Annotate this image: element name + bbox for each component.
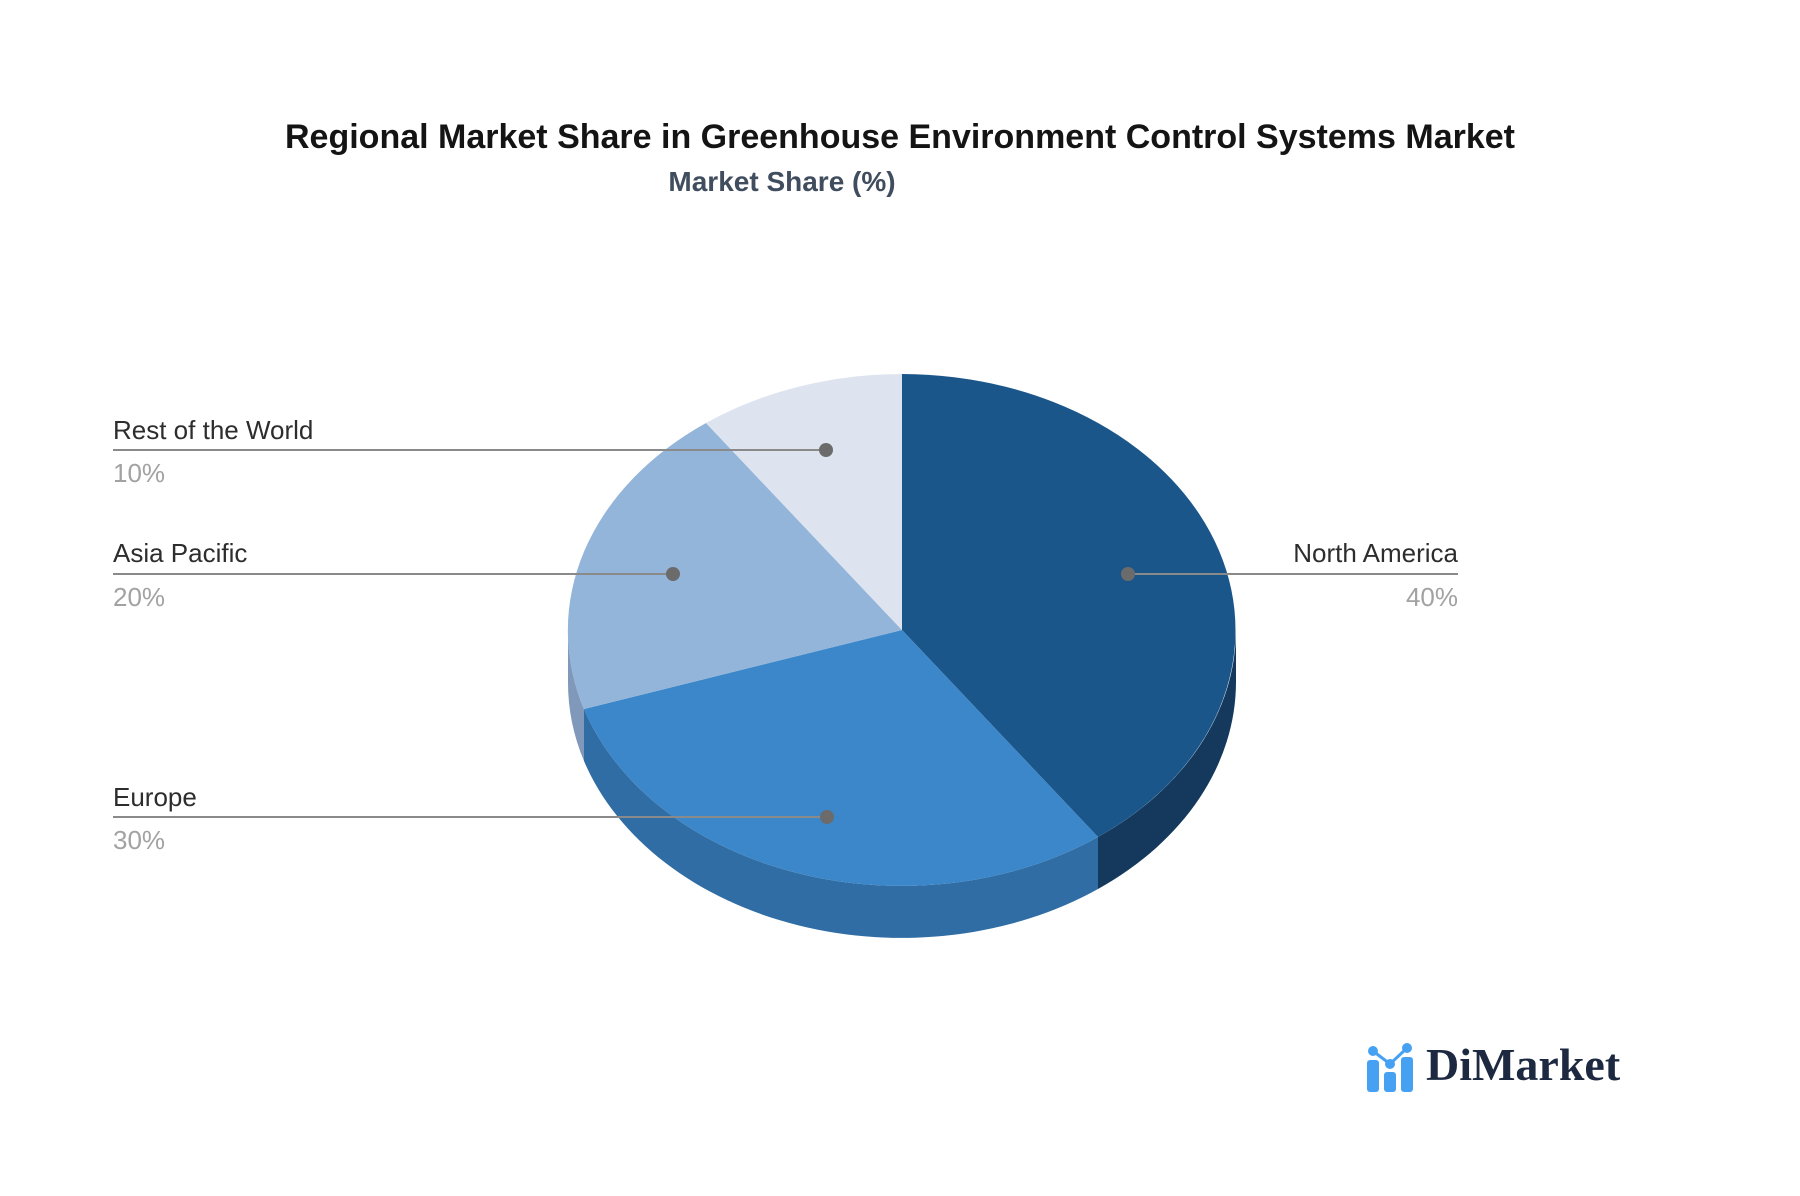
dimarket-logo-text: DiMarket bbox=[1426, 1039, 1621, 1090]
callout-value-asia-pacific: 20% bbox=[113, 582, 166, 612]
pie-rim-asia-pacific bbox=[567, 630, 584, 761]
chart-subtitle: Market Share (%) bbox=[668, 166, 896, 197]
callout-label-europe: Europe bbox=[113, 782, 197, 812]
dimarket-logo-icon bbox=[1367, 1043, 1413, 1092]
pie-slice-asia-pacific bbox=[567, 423, 902, 709]
pie-slice-north-america bbox=[902, 374, 1236, 837]
leader-line-asia-pacific bbox=[113, 573, 673, 575]
callout-value-rest-of-world: 10% bbox=[113, 458, 166, 488]
leader-dot-asia-pacific bbox=[666, 567, 680, 581]
logo-dot-1 bbox=[1368, 1046, 1378, 1056]
pie-slice-rest-of-world bbox=[706, 374, 902, 630]
callout-label-asia-pacific: Asia Pacific bbox=[113, 538, 248, 568]
dimarket-logo: DiMarket bbox=[1360, 1040, 1660, 1100]
chart-title: Regional Market Share in Greenhouse Envi… bbox=[285, 118, 1515, 156]
callout-value-europe: 30% bbox=[113, 825, 166, 855]
logo-bar-3 bbox=[1401, 1057, 1413, 1092]
leader-line-north-america bbox=[1128, 573, 1458, 575]
leader-line-rest-of-world bbox=[113, 449, 826, 451]
logo-bar-1 bbox=[1367, 1060, 1379, 1092]
leader-dot-rest-of-world bbox=[819, 443, 833, 457]
pie-slice-europe bbox=[584, 630, 1098, 886]
logo-dot-2 bbox=[1385, 1059, 1395, 1069]
leader-line-europe bbox=[113, 816, 827, 818]
callout-label-rest-of-world: Rest of the World bbox=[113, 415, 314, 445]
pie-rim-europe bbox=[584, 709, 1098, 938]
leader-dot-north-america bbox=[1121, 567, 1135, 581]
callout-label-north-america: North America bbox=[1293, 538, 1458, 568]
pie-rim-north-america bbox=[1098, 630, 1236, 889]
leader-dot-europe bbox=[820, 810, 834, 824]
logo-dot-3 bbox=[1402, 1043, 1412, 1053]
logo-bar-2 bbox=[1384, 1072, 1396, 1092]
callout-value-north-america: 40% bbox=[1405, 582, 1458, 612]
